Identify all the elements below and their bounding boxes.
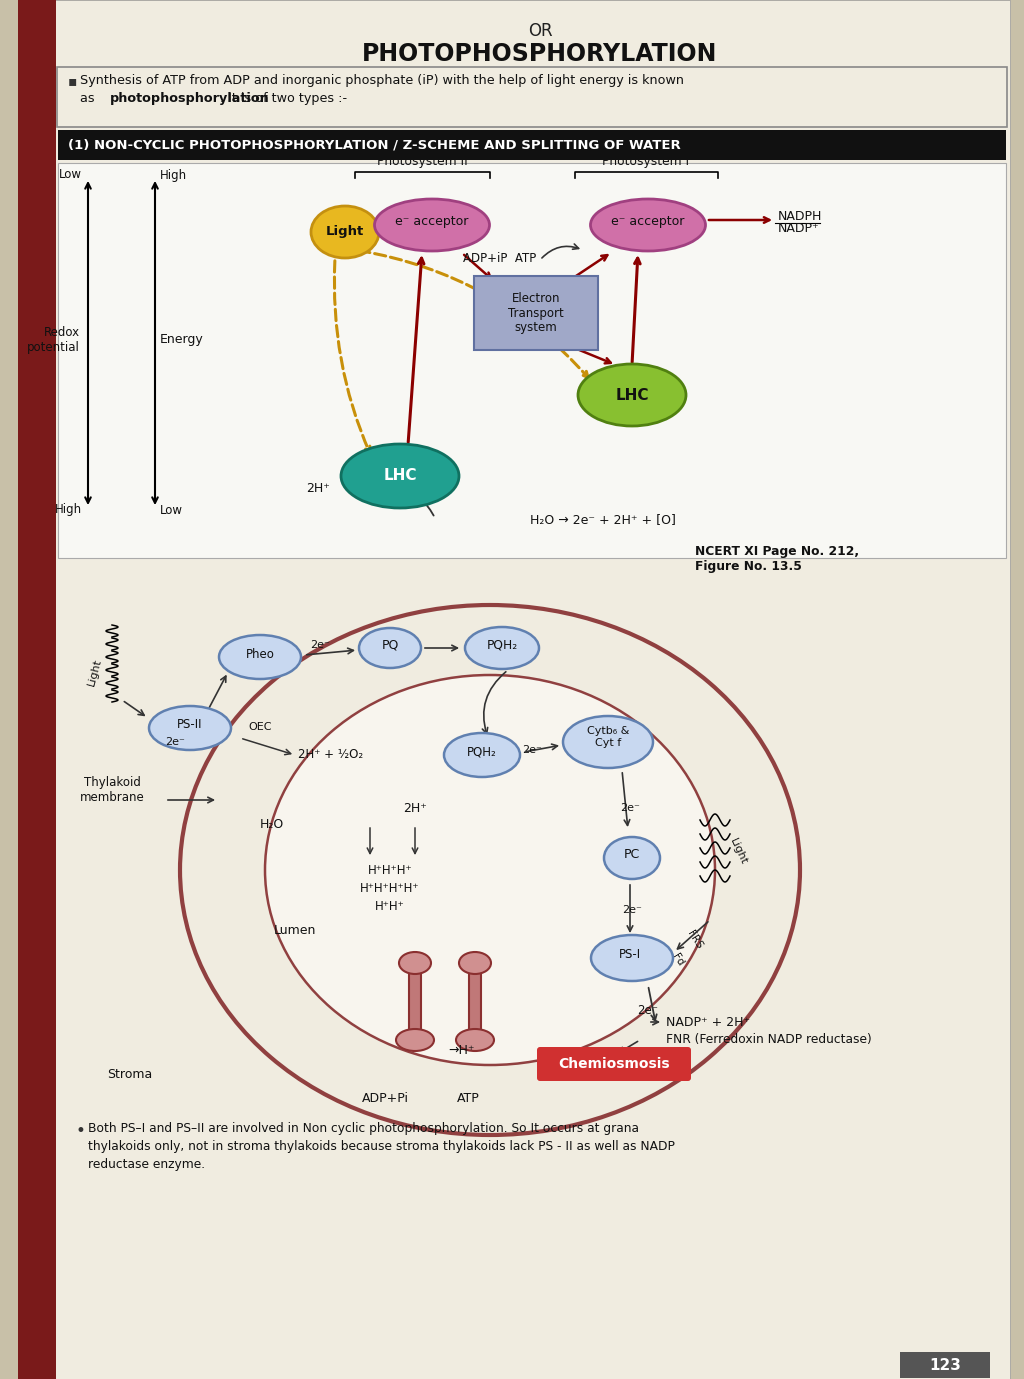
FancyBboxPatch shape — [537, 1047, 691, 1081]
Ellipse shape — [265, 674, 715, 1065]
Text: High: High — [160, 168, 187, 182]
Text: Fd: Fd — [671, 952, 685, 968]
Bar — [58, 163, 1006, 558]
Text: H⁺H⁺: H⁺H⁺ — [375, 899, 404, 913]
Text: Chemiosmosis: Chemiosmosis — [558, 1056, 670, 1071]
Ellipse shape — [399, 952, 431, 974]
Text: Low: Low — [160, 503, 183, 517]
Text: 2H⁺ + ½O₂: 2H⁺ + ½O₂ — [298, 747, 364, 760]
FancyBboxPatch shape — [474, 276, 598, 350]
Text: LHC: LHC — [383, 469, 417, 484]
Bar — [18, 0, 56, 1379]
Ellipse shape — [396, 1029, 434, 1051]
Ellipse shape — [359, 627, 421, 667]
Text: 2H⁺: 2H⁺ — [403, 801, 427, 815]
Ellipse shape — [456, 1029, 494, 1051]
Ellipse shape — [180, 605, 800, 1135]
Text: thylakoids only, not in stroma thylakoids because stroma thylakoids lack PS - II: thylakoids only, not in stroma thylakoid… — [88, 1140, 675, 1153]
Text: NADPH: NADPH — [778, 210, 822, 222]
Text: PS-I: PS-I — [618, 949, 641, 961]
Text: Pheo: Pheo — [246, 648, 274, 661]
Bar — [58, 130, 1006, 160]
Text: NADP⁺: NADP⁺ — [778, 222, 819, 234]
Ellipse shape — [563, 716, 653, 768]
Text: 2H⁺: 2H⁺ — [306, 481, 330, 495]
Text: reductase enzyme.: reductase enzyme. — [88, 1158, 205, 1171]
Text: H⁺H⁺H⁺: H⁺H⁺H⁺ — [368, 863, 413, 877]
Text: Photosystem II: Photosystem II — [377, 154, 467, 168]
Text: Thylakoid
membrane: Thylakoid membrane — [80, 776, 144, 804]
Text: Stroma: Stroma — [108, 1069, 153, 1081]
Ellipse shape — [591, 935, 673, 980]
Text: Electron
Transport
system: Electron Transport system — [508, 291, 564, 335]
Ellipse shape — [591, 199, 706, 251]
Text: PQH₂: PQH₂ — [486, 638, 517, 651]
Bar — [469, 965, 481, 1033]
Bar — [409, 965, 421, 1033]
Text: Cytb₆ &
Cyt f: Cytb₆ & Cyt f — [587, 727, 629, 747]
Text: as: as — [80, 92, 98, 105]
Text: Lumen: Lumen — [273, 924, 316, 936]
Text: H⁺H⁺H⁺H⁺: H⁺H⁺H⁺H⁺ — [360, 881, 420, 895]
Text: ADP+iP  ATP: ADP+iP ATP — [464, 251, 537, 265]
Ellipse shape — [459, 952, 490, 974]
Text: •: • — [75, 1123, 85, 1140]
Text: e⁻ acceptor: e⁻ acceptor — [611, 215, 685, 229]
Ellipse shape — [375, 199, 489, 251]
Text: Low: Low — [59, 168, 82, 182]
Text: H₂O → 2e⁻ + 2H⁺ + [O]: H₂O → 2e⁻ + 2H⁺ + [O] — [530, 513, 676, 527]
Text: Light: Light — [326, 226, 365, 239]
Ellipse shape — [150, 706, 231, 750]
Text: 2e⁻: 2e⁻ — [622, 905, 642, 916]
Text: 2e⁻: 2e⁻ — [165, 736, 185, 747]
Ellipse shape — [219, 634, 301, 678]
Text: Light: Light — [727, 837, 749, 867]
Ellipse shape — [604, 837, 660, 878]
Text: ATP: ATP — [457, 1092, 479, 1105]
Text: H₂O: H₂O — [260, 819, 284, 832]
Text: 2e⁻: 2e⁻ — [621, 803, 640, 814]
Text: Both PS–I and PS–II are involved in Non cyclic photophosphorylation. So It occur: Both PS–I and PS–II are involved in Non … — [88, 1123, 639, 1135]
Text: PC: PC — [624, 848, 640, 862]
Ellipse shape — [311, 205, 379, 258]
Text: →H⁺: →H⁺ — [449, 1044, 474, 1056]
Text: ADP+Pi: ADP+Pi — [361, 1092, 409, 1105]
Ellipse shape — [578, 364, 686, 426]
Text: NADP⁺ + 2H⁺: NADP⁺ + 2H⁺ — [666, 1015, 751, 1029]
Text: Photosystem I: Photosystem I — [602, 154, 689, 168]
Text: . It is of two types :-: . It is of two types :- — [220, 92, 347, 105]
Ellipse shape — [444, 734, 520, 776]
Text: NCERT XI Page No. 212,
Figure No. 13.5: NCERT XI Page No. 212, Figure No. 13.5 — [695, 545, 859, 574]
Text: PQ: PQ — [381, 638, 398, 651]
Text: Synthesis of ATP from ADP and inorganic phosphate (iP) with the help of light en: Synthesis of ATP from ADP and inorganic … — [80, 74, 684, 87]
Text: 123: 123 — [929, 1357, 961, 1372]
Text: PQH₂: PQH₂ — [467, 746, 497, 758]
Text: photophosphorylation: photophosphorylation — [110, 92, 269, 105]
Bar — [900, 1351, 990, 1378]
Text: e⁻ acceptor: e⁻ acceptor — [395, 215, 469, 229]
Text: (1) NON-CYCLIC PHOTOPHOSPHORYLATION / Z-SCHEME AND SPLITTING OF WATER: (1) NON-CYCLIC PHOTOPHOSPHORYLATION / Z-… — [68, 138, 681, 152]
Text: High: High — [55, 503, 82, 517]
Ellipse shape — [341, 444, 459, 507]
Text: LHC: LHC — [615, 387, 649, 403]
FancyBboxPatch shape — [57, 68, 1007, 127]
Text: ▪: ▪ — [68, 74, 78, 88]
Text: OR: OR — [527, 22, 552, 40]
Text: Energy: Energy — [160, 334, 204, 346]
Text: FRS: FRS — [685, 929, 705, 952]
Text: 2e⁻: 2e⁻ — [310, 640, 330, 650]
Text: 2e⁻: 2e⁻ — [638, 1004, 658, 1016]
Text: PHOTOPHOSPHORYLATION: PHOTOPHOSPHORYLATION — [362, 41, 718, 66]
Text: PS-II: PS-II — [177, 717, 203, 731]
Text: Redox
potential: Redox potential — [27, 325, 80, 354]
Text: NADPH + H⁺: NADPH + H⁺ — [590, 1054, 669, 1066]
Text: FNR (Ferredoxin NADP reductase): FNR (Ferredoxin NADP reductase) — [666, 1033, 871, 1047]
Text: 2e⁻: 2e⁻ — [522, 745, 542, 754]
Text: Light: Light — [87, 658, 103, 687]
Ellipse shape — [465, 627, 539, 669]
Text: OEC: OEC — [248, 723, 271, 732]
